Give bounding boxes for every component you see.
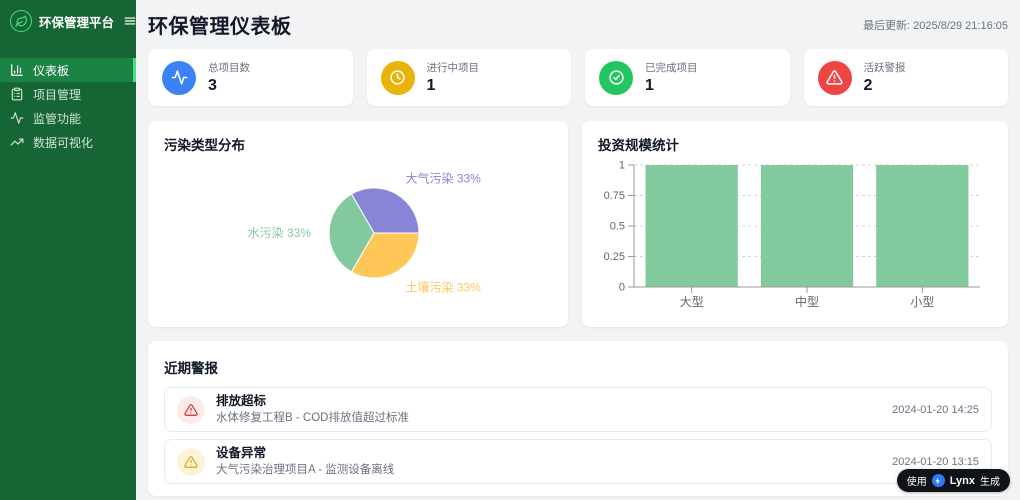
alert-description: 大气污染治理项目A - 监测设备离线 bbox=[216, 464, 395, 476]
svg-text:大气污染 33%: 大气污染 33% bbox=[406, 170, 482, 185]
recent-alerts-card: 近期警报 排放超标 水体修复工程B - COD排放值超过标准 2024-01-2… bbox=[148, 341, 1008, 496]
stat-value: 1 bbox=[426, 77, 436, 94]
stats-row: 总项目数 3 进行中项目 1 已完成项目 1 bbox=[148, 49, 1008, 106]
pie-chart: 大气污染 33% 水污染 33% 土壤污染 33% bbox=[164, 157, 552, 315]
hamburger-menu-icon[interactable] bbox=[121, 12, 139, 30]
alert-description: 水体修复工程B - COD排放值超过标准 bbox=[216, 412, 409, 424]
svg-text:小型: 小型 bbox=[910, 295, 934, 309]
alert-triangle-icon bbox=[177, 447, 205, 476]
badge-prefix: 使用 bbox=[906, 477, 927, 488]
sidebar-item-supervision[interactable]: 监管功能 bbox=[0, 106, 136, 130]
main-content: 环保管理仪表板 最后更新: 2025/8/29 21:16:05 总项目数 3 … bbox=[136, 0, 1020, 500]
sidebar: 环保管理平台 仪表板 项目管理 监管功能 数据可视化 bbox=[0, 0, 136, 500]
logo-row: 环保管理平台 bbox=[0, 0, 136, 40]
app-title: 环保管理平台 bbox=[39, 15, 115, 30]
alert-triangle-icon bbox=[177, 395, 205, 424]
recent-alerts-title: 近期警报 bbox=[164, 361, 218, 376]
alert-item-emission[interactable]: 排放超标 水体修复工程B - COD排放值超过标准 2024-01-20 14:… bbox=[164, 387, 992, 432]
badge-brand: Lynx bbox=[949, 474, 975, 487]
stat-card-total-projects: 总项目数 3 bbox=[148, 49, 353, 106]
bar-chart-title: 投资规模统计 bbox=[598, 138, 679, 153]
stat-label: 已完成项目 bbox=[645, 62, 698, 74]
alert-item-device[interactable]: 设备异常 大气污染治理项目A - 监测设备离线 2024-01-20 13:15 bbox=[164, 439, 992, 484]
pie-chart-card: 污染类型分布 大气污染 33% 水污染 33% 土壤污染 33% bbox=[148, 121, 568, 327]
svg-text:0: 0 bbox=[619, 282, 625, 294]
stat-card-active-alerts: 活跃警报 2 bbox=[803, 49, 1008, 106]
stat-label: 活跃警报 bbox=[863, 62, 906, 74]
activity-icon bbox=[162, 60, 196, 95]
clipboard-list-icon bbox=[10, 87, 24, 101]
activity-icon bbox=[10, 111, 24, 125]
page-title: 环保管理仪表板 bbox=[148, 16, 292, 38]
page-header: 环保管理仪表板 最后更新: 2025/8/29 21:16:05 bbox=[148, 10, 1008, 39]
stat-value: 3 bbox=[208, 77, 217, 94]
svg-text:1: 1 bbox=[619, 160, 625, 172]
sidebar-item-projects[interactable]: 项目管理 bbox=[0, 82, 136, 106]
alert-timestamp: 2024-01-20 14:25 bbox=[892, 403, 979, 416]
svg-text:大型: 大型 bbox=[680, 295, 704, 309]
bar-chart: 0 0.25 0.5 0.75 1 大型 中型 小型 bbox=[598, 157, 992, 315]
stat-value: 1 bbox=[645, 77, 654, 94]
stat-label: 进行中项目 bbox=[426, 62, 480, 74]
sidebar-item-label: 仪表板 bbox=[33, 63, 70, 78]
clock-icon bbox=[380, 60, 415, 95]
leaf-logo-icon bbox=[10, 10, 32, 32]
stat-card-in-progress: 进行中项目 1 bbox=[366, 49, 571, 106]
trending-up-icon bbox=[10, 135, 24, 149]
sidebar-item-label: 数据可视化 bbox=[33, 135, 94, 150]
alert-title: 排放超标 bbox=[216, 394, 267, 408]
alert-title: 设备异常 bbox=[216, 446, 267, 460]
check-circle-icon bbox=[599, 60, 633, 95]
sidebar-item-dashboard[interactable]: 仪表板 bbox=[0, 58, 136, 82]
alert-timestamp: 2024-01-20 13:15 bbox=[892, 455, 979, 468]
last-updated-text: 最后更新: 2025/8/29 21:16:05 bbox=[863, 19, 1008, 32]
alert-triangle-icon bbox=[817, 60, 852, 95]
pie-chart-title: 污染类型分布 bbox=[164, 138, 245, 153]
svg-text:0.5: 0.5 bbox=[610, 221, 625, 233]
svg-text:水污染 33%: 水污染 33% bbox=[248, 225, 312, 240]
sidebar-item-data-viz[interactable]: 数据可视化 bbox=[0, 130, 136, 154]
sidebar-nav: 仪表板 项目管理 监管功能 数据可视化 bbox=[0, 58, 136, 154]
svg-text:0.75: 0.75 bbox=[604, 190, 625, 202]
svg-text:0.25: 0.25 bbox=[604, 251, 625, 263]
bar-chart-icon bbox=[10, 63, 24, 77]
stat-value: 2 bbox=[863, 77, 873, 94]
sidebar-item-label: 监管功能 bbox=[33, 111, 82, 126]
stat-card-completed: 已完成项目 1 bbox=[585, 49, 790, 106]
stat-label: 总项目数 bbox=[208, 62, 250, 74]
svg-text:中型: 中型 bbox=[795, 294, 819, 309]
svg-text:土壤污染 33%: 土壤污染 33% bbox=[406, 280, 482, 295]
lynx-logo-icon bbox=[931, 474, 945, 487]
bar-chart-card: 投资规模统计 0 0.25 0.5 0.75 1 大型 中型 小型 bbox=[582, 121, 1008, 327]
lynx-generated-badge[interactable]: 使用 Lynx 生成 bbox=[896, 469, 1010, 492]
sidebar-item-label: 项目管理 bbox=[33, 87, 82, 102]
badge-suffix: 生成 bbox=[980, 477, 1000, 488]
